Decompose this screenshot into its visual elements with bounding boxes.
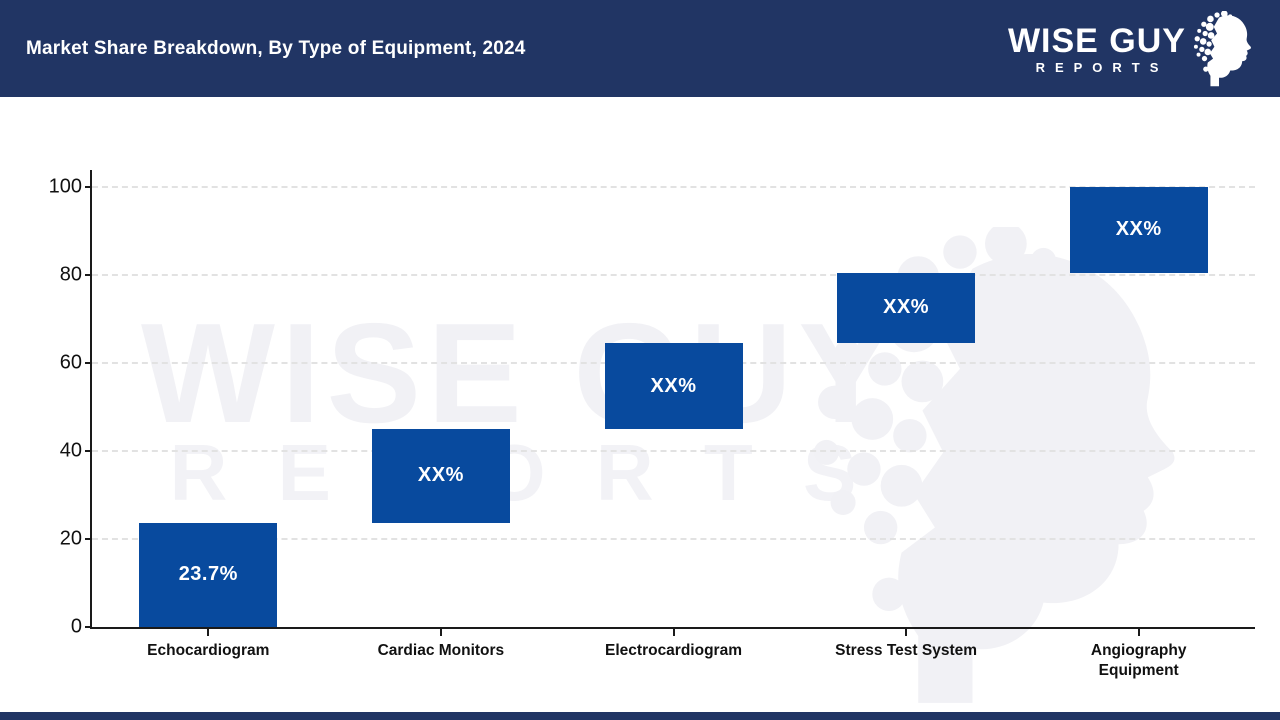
bar-electrocardiogram: XX% [604,343,743,429]
y-axis-tick-label: 0 [70,615,82,638]
bar-value-label: XX% [417,464,464,487]
y-axis-tick [85,626,92,628]
y-axis-tick [85,274,92,276]
wiseguy-head-icon [1193,10,1251,86]
x-axis-category-label: Angiography Equipment [1090,642,1187,680]
x-axis-tick [1137,629,1140,636]
logo-text-reports: REPORTS [1035,59,1169,75]
bar-stress-test-system: XX% [837,272,976,344]
gridline [92,538,1255,540]
bar-value-label: XX% [650,374,697,397]
y-axis-tick-label: 40 [59,439,82,462]
y-axis-tick-label: 60 [59,351,82,374]
bar-value-label: XX% [883,296,930,319]
y-axis-tick [85,450,92,452]
chart-title: Market Share Breakdown, By Type of Equip… [26,37,526,59]
wiseguy-logo: WISE GUY REPORTS [1007,10,1254,87]
x-axis-category-label: Electrocardiogram [605,642,742,659]
bar-echocardiogram: 23.7% [139,522,278,627]
logo-text-wiseguy: WISE GUY [1007,21,1186,60]
footer-bar [0,712,1280,720]
watermark-text-wiseguy: WISE GUY [140,294,900,453]
bar-value-label: XX% [1115,218,1162,241]
y-axis-tick [85,362,92,364]
gridline [92,274,1255,276]
x-axis-category-label: Stress Test System [835,642,978,659]
bar-cardiac-monitors: XX% [371,429,510,523]
x-axis-tick [905,629,908,636]
header-bar: Market Share Breakdown, By Type of Equip… [0,0,1280,97]
x-axis-category-label: Cardiac Monitors [377,642,505,659]
chart-area: WISE GUY R E P O R T S 0 20 40 60 80 100 23.7%… [0,97,1280,712]
x-axis-tick [207,629,210,636]
x-axis-tick [672,629,675,636]
gridline [92,450,1255,452]
x-axis-tick [439,629,442,636]
x-axis-category-label: Echocardiogram [147,642,270,659]
bar-angiography-equipment: XX% [1069,187,1208,273]
y-axis-tick-label: 80 [59,263,82,286]
y-axis-line [90,170,92,629]
watermark-text-reports: R E P O R T S [169,428,871,517]
y-axis-tick [85,186,92,188]
y-axis-tick-label: 20 [59,527,82,550]
y-axis-tick [85,538,92,540]
x-axis-line [90,627,1255,629]
gridline [92,186,1255,188]
y-axis-tick-label: 100 [48,175,82,198]
bar-value-label: 23.7% [178,563,238,586]
